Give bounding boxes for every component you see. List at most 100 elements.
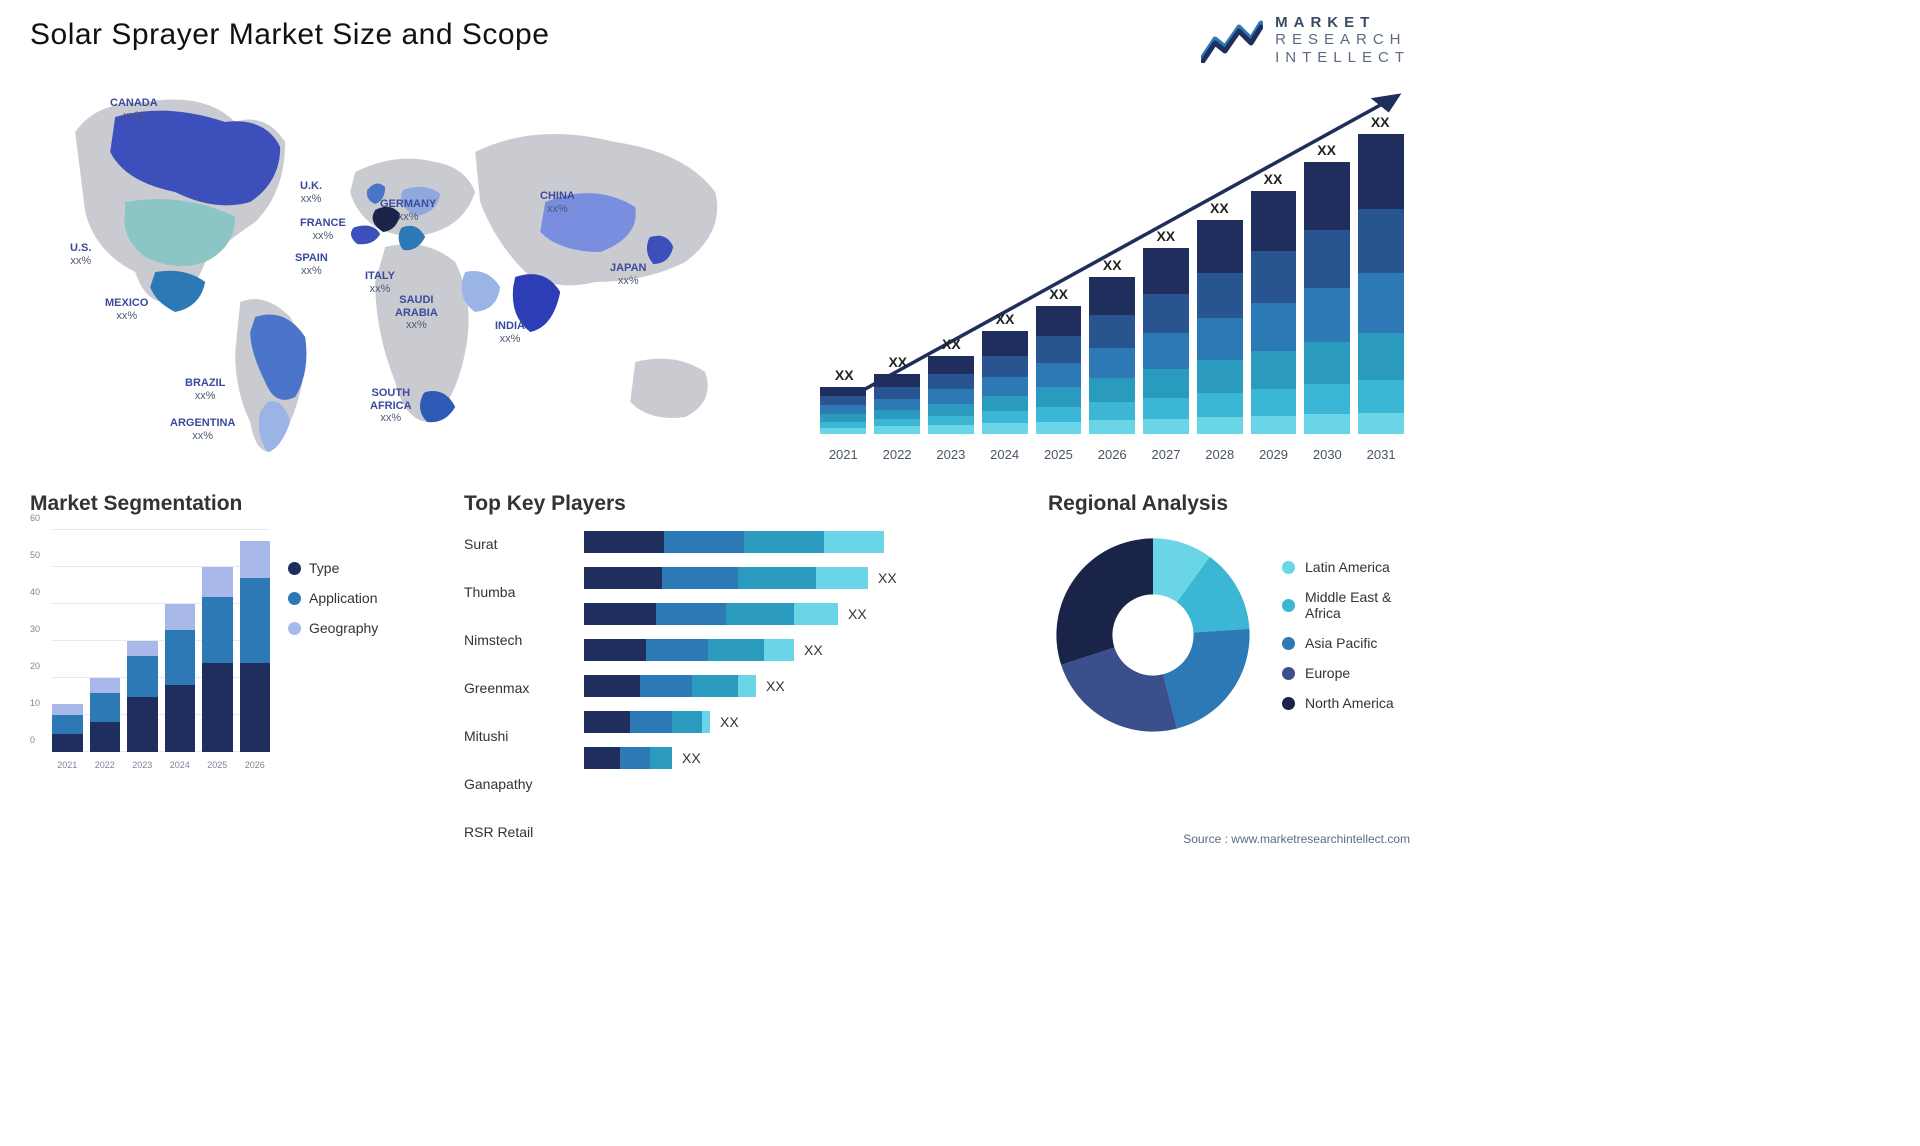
- player-name: Nimstech: [464, 628, 564, 652]
- bar-value-label: XX: [835, 367, 854, 383]
- market-size-bar: [1143, 248, 1189, 434]
- market-size-bar: [1036, 306, 1082, 434]
- player-name: Ganapathy: [464, 772, 564, 796]
- legend-item: Geography: [288, 620, 378, 636]
- segmentation-legend: TypeApplicationGeography: [288, 560, 378, 770]
- legend-item: North America: [1282, 695, 1394, 711]
- map-label: SPAINxx%: [295, 252, 328, 277]
- logo-line-3: INTELLECT: [1275, 49, 1410, 66]
- market-size-bar: [1251, 191, 1297, 434]
- bar-value-label: XX: [1103, 257, 1122, 273]
- key-players-title: Top Key Players: [464, 492, 1034, 516]
- year-label: 2021: [820, 447, 866, 462]
- map-label: JAPANxx%: [610, 262, 646, 287]
- segmentation-bar: [52, 704, 83, 752]
- player-value-label: XX: [848, 606, 867, 622]
- source-attribution: Source : www.marketresearchintellect.com: [1183, 832, 1410, 846]
- market-size-bar: [1304, 162, 1350, 434]
- market-size-bar: [874, 374, 920, 434]
- brand-logo: MARKET RESEARCH INTELLECT: [1201, 14, 1410, 66]
- bar-value-label: XX: [1317, 142, 1336, 158]
- logo-mark-icon: [1201, 17, 1263, 63]
- bar-value-label: XX: [888, 354, 907, 370]
- bar-value-label: XX: [1371, 114, 1390, 130]
- bar-value-label: XX: [1156, 228, 1175, 244]
- bar-value-label: XX: [942, 336, 961, 352]
- year-label: 2029: [1251, 447, 1297, 462]
- key-players-bar-chart: XX XX XX XX XX XX: [584, 530, 1034, 770]
- bar-value-label: XX: [996, 311, 1015, 327]
- player-bar-row: XX: [584, 602, 1034, 626]
- market-size-bar-chart: 2021 2022 2023 2024 2025 2026 2027 2028 2029 2030…: [820, 72, 1410, 462]
- player-name: RSR Retail: [464, 820, 564, 844]
- legend-item: Middle East &Africa: [1282, 589, 1394, 621]
- player-value-label: XX: [766, 678, 785, 694]
- year-label: 2025: [202, 760, 233, 770]
- segmentation-bar: [202, 567, 233, 752]
- legend-item: Type: [288, 560, 378, 576]
- bar-value-label: XX: [1264, 171, 1283, 187]
- market-size-bar: [982, 331, 1028, 434]
- player-value-label: XX: [720, 714, 739, 730]
- map-label: ARGENTINAxx%: [170, 417, 235, 442]
- player-bar-row: [584, 530, 1034, 554]
- map-label: CANADAxx%: [110, 97, 158, 122]
- map-label: SAUDIARABIAxx%: [395, 294, 438, 332]
- regional-analysis-panel: Regional Analysis Latin AmericaMiddle Ea…: [1048, 492, 1410, 802]
- year-label: 2024: [165, 760, 196, 770]
- map-label: BRAZILxx%: [185, 377, 225, 402]
- year-label: 2023: [127, 760, 158, 770]
- legend-item: Asia Pacific: [1282, 635, 1394, 651]
- key-players-names: Surat Thumba Nimstech Greenmax Mitushi Ganapa…: [464, 530, 564, 856]
- player-value-label: XX: [878, 570, 897, 586]
- segmentation-bar: [165, 604, 196, 752]
- player-name: Thumba: [464, 580, 564, 604]
- map-label: U.S.xx%: [70, 242, 91, 267]
- player-value-label: XX: [804, 642, 823, 658]
- regional-title: Regional Analysis: [1048, 492, 1410, 516]
- market-size-bar: [928, 356, 974, 434]
- market-segmentation-panel: Market Segmentation 0102030405060 202120…: [30, 492, 450, 802]
- player-bar-row: XX: [584, 638, 1034, 662]
- map-label: SOUTHAFRICAxx%: [370, 387, 412, 425]
- year-label: 2025: [1036, 447, 1082, 462]
- segmentation-bar: [90, 678, 121, 752]
- regional-legend: Latin AmericaMiddle East &AfricaAsia Pac…: [1282, 559, 1394, 711]
- year-label: 2026: [1089, 447, 1135, 462]
- legend-item: Europe: [1282, 665, 1394, 681]
- year-label: 2031: [1358, 447, 1404, 462]
- market-size-bar: [820, 387, 866, 434]
- year-label: 2022: [90, 760, 121, 770]
- player-name: Mitushi: [464, 724, 564, 748]
- year-label: 2028: [1197, 447, 1243, 462]
- player-name: Surat: [464, 532, 564, 556]
- year-label: 2027: [1143, 447, 1189, 462]
- year-label: 2023: [928, 447, 974, 462]
- year-label: 2026: [240, 760, 271, 770]
- year-label: 2022: [874, 447, 920, 462]
- player-name: Greenmax: [464, 676, 564, 700]
- segmentation-title: Market Segmentation: [30, 492, 450, 516]
- bar-value-label: XX: [1049, 286, 1068, 302]
- year-label: 2030: [1304, 447, 1350, 462]
- market-size-bar: [1089, 277, 1135, 434]
- player-value-label: XX: [682, 750, 701, 766]
- map-label: ITALYxx%: [365, 270, 395, 295]
- map-label: GERMANYxx%: [380, 198, 436, 223]
- player-bar-row: XX: [584, 746, 1034, 770]
- map-label: CHINAxx%: [540, 190, 575, 215]
- logo-line-2: RESEARCH: [1275, 31, 1410, 48]
- donut-slice: [1163, 629, 1250, 729]
- year-label: 2024: [982, 447, 1028, 462]
- segmentation-bar: [240, 541, 271, 752]
- year-label: 2021: [52, 760, 83, 770]
- map-label: FRANCExx%: [300, 217, 346, 242]
- market-size-bar: [1358, 134, 1404, 434]
- market-size-bar: [1197, 220, 1243, 434]
- player-bar-row: XX: [584, 674, 1034, 698]
- key-players-panel: Top Key Players Surat Thumba Nimstech Green…: [464, 492, 1034, 802]
- player-bar-row: XX: [584, 566, 1034, 590]
- bar-value-label: XX: [1210, 200, 1229, 216]
- map-label: MEXICOxx%: [105, 297, 148, 322]
- segmentation-bar-chart: 0102030405060 202120222023202420252026: [30, 530, 270, 770]
